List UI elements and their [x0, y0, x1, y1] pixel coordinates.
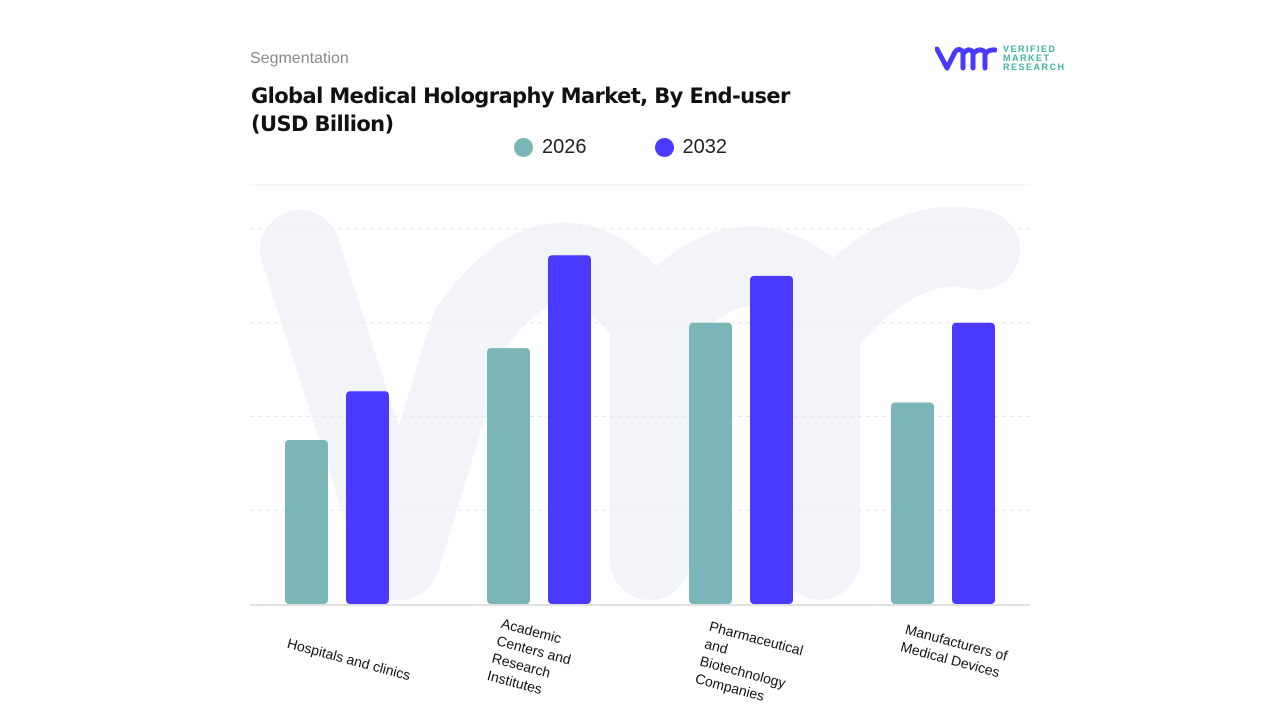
- bar-2032-3[interactable]: [952, 322, 995, 604]
- bar-2032-2[interactable]: [750, 275, 793, 604]
- logo-line: MARKET: [1003, 52, 1051, 63]
- bar-2026-3[interactable]: [891, 402, 934, 604]
- watermark-logo: [260, 206, 1020, 600]
- chart-title: Global Medical Holography Market, By End…: [251, 84, 790, 136]
- logo-line: RESEARCH: [1003, 61, 1066, 72]
- bar-2026-2[interactable]: [689, 322, 732, 604]
- legend-label: 2032: [682, 136, 728, 158]
- legend-item-2032[interactable]: 2032: [654, 136, 728, 159]
- legend-item-2026[interactable]: 2026: [514, 136, 587, 159]
- vmr-logo-icon: [935, 46, 997, 71]
- legend: 2026 2032: [514, 136, 727, 159]
- legend-label: 2026: [542, 136, 587, 158]
- section-label: Segmentation: [250, 50, 349, 67]
- bar-2032-0[interactable]: [346, 391, 389, 604]
- legend-swatch: [654, 138, 674, 157]
- logo-line: VERIFIED: [1003, 43, 1057, 54]
- logo: VERIFIED MARKET RESEARCH: [935, 44, 1066, 72]
- legend-swatch: [514, 138, 533, 157]
- bar-2032-1[interactable]: [548, 255, 591, 604]
- bar-2026-0[interactable]: [285, 439, 328, 604]
- bar-2026-1[interactable]: [487, 348, 530, 604]
